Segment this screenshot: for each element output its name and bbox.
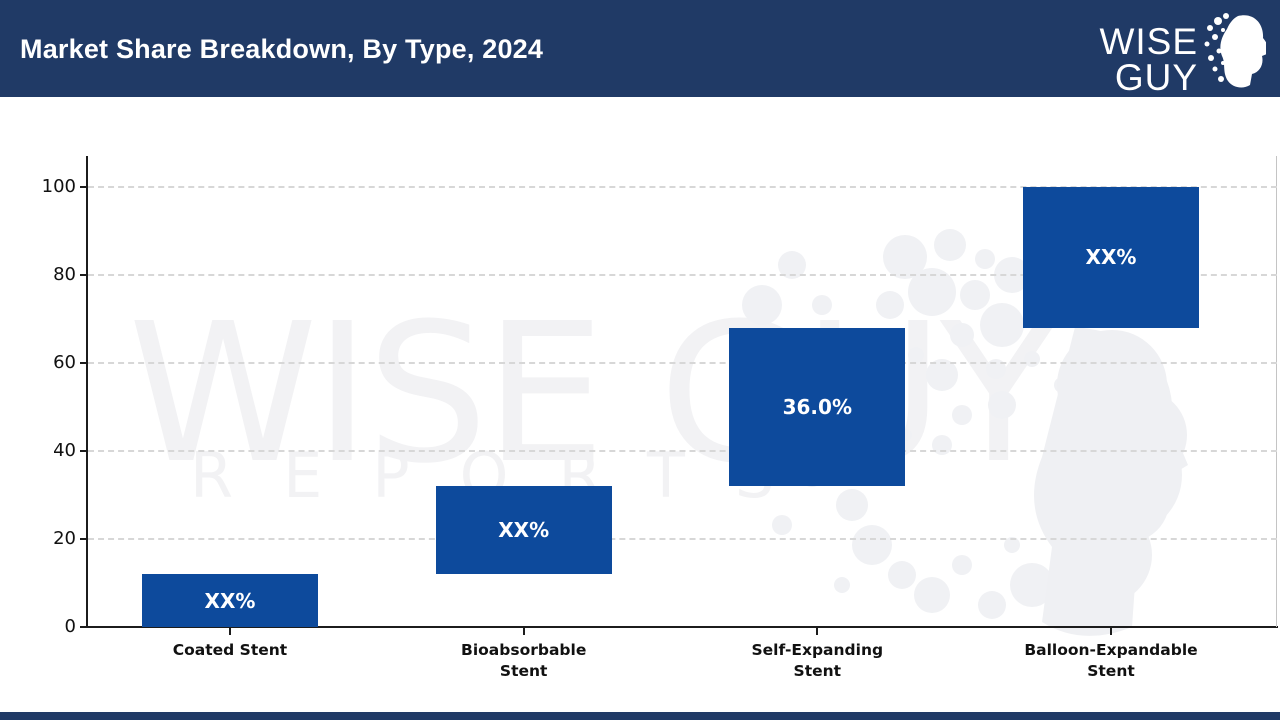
logo-wordmark: WISE GUY [1099, 21, 1198, 98]
gridline-100 [88, 186, 1277, 188]
x-tick-3 [1110, 628, 1112, 635]
x-category-label: Coated Stent [172, 641, 288, 659]
x-category-label: Balloon-Expandable Stent [1024, 641, 1198, 680]
bar-value-label: XX% [204, 588, 256, 613]
y-tick-20 [80, 538, 87, 540]
logo-subtitle: REPORTS [1070, 97, 1196, 112]
logo-text: WISE GUY REPORTS [1016, 21, 1198, 112]
wise-guy-reports-logo: WISE GUY REPORTS [1016, 8, 1266, 112]
gridline-60 [88, 362, 1277, 364]
y-tick-0 [80, 626, 87, 628]
bar-value-label: XX% [1085, 245, 1137, 270]
gridline-80 [88, 274, 1277, 276]
y-tick-label-40: 40 [53, 440, 76, 461]
footer-bar [0, 712, 1280, 720]
x-tick-0 [229, 628, 231, 635]
gridline-40 [88, 450, 1277, 452]
x-tick-1 [522, 628, 525, 635]
bar-value-label: XX% [498, 518, 550, 543]
page-title: Market Share Breakdown, By Type, 2024 [20, 34, 544, 64]
y-tick-100 [80, 186, 87, 188]
wiseguy-head-icon [1204, 13, 1266, 88]
x-axis-spine [86, 626, 1278, 628]
y-tick-40 [80, 450, 87, 452]
x-tick-2 [816, 628, 819, 635]
bar-3: XX% [1023, 187, 1199, 328]
y-tick-label-80: 80 [53, 264, 76, 285]
y-tick-label-60: 60 [53, 352, 76, 373]
y-tick-label-100: 100 [41, 176, 76, 197]
bar-value-label: 36.0% [782, 394, 852, 419]
y-tick-label-0: 0 [64, 616, 76, 637]
y-axis-spine [86, 156, 88, 627]
right-spine [1276, 156, 1277, 627]
bar-2: 36.0% [729, 327, 906, 487]
x-category-label: Bioabsorbable Stent [461, 641, 587, 680]
bar-1: XX% [435, 486, 612, 575]
bar-0: XX% [142, 574, 318, 627]
y-tick-label-20: 20 [53, 528, 76, 549]
gridline-20 [88, 538, 1277, 540]
x-category-label: Self-Expanding Stent [751, 641, 884, 680]
y-tick-80 [80, 274, 87, 276]
header-bar: Market Share Breakdown, By Type, 2024 WI… [0, 0, 1280, 112]
y-tick-60 [80, 362, 87, 364]
